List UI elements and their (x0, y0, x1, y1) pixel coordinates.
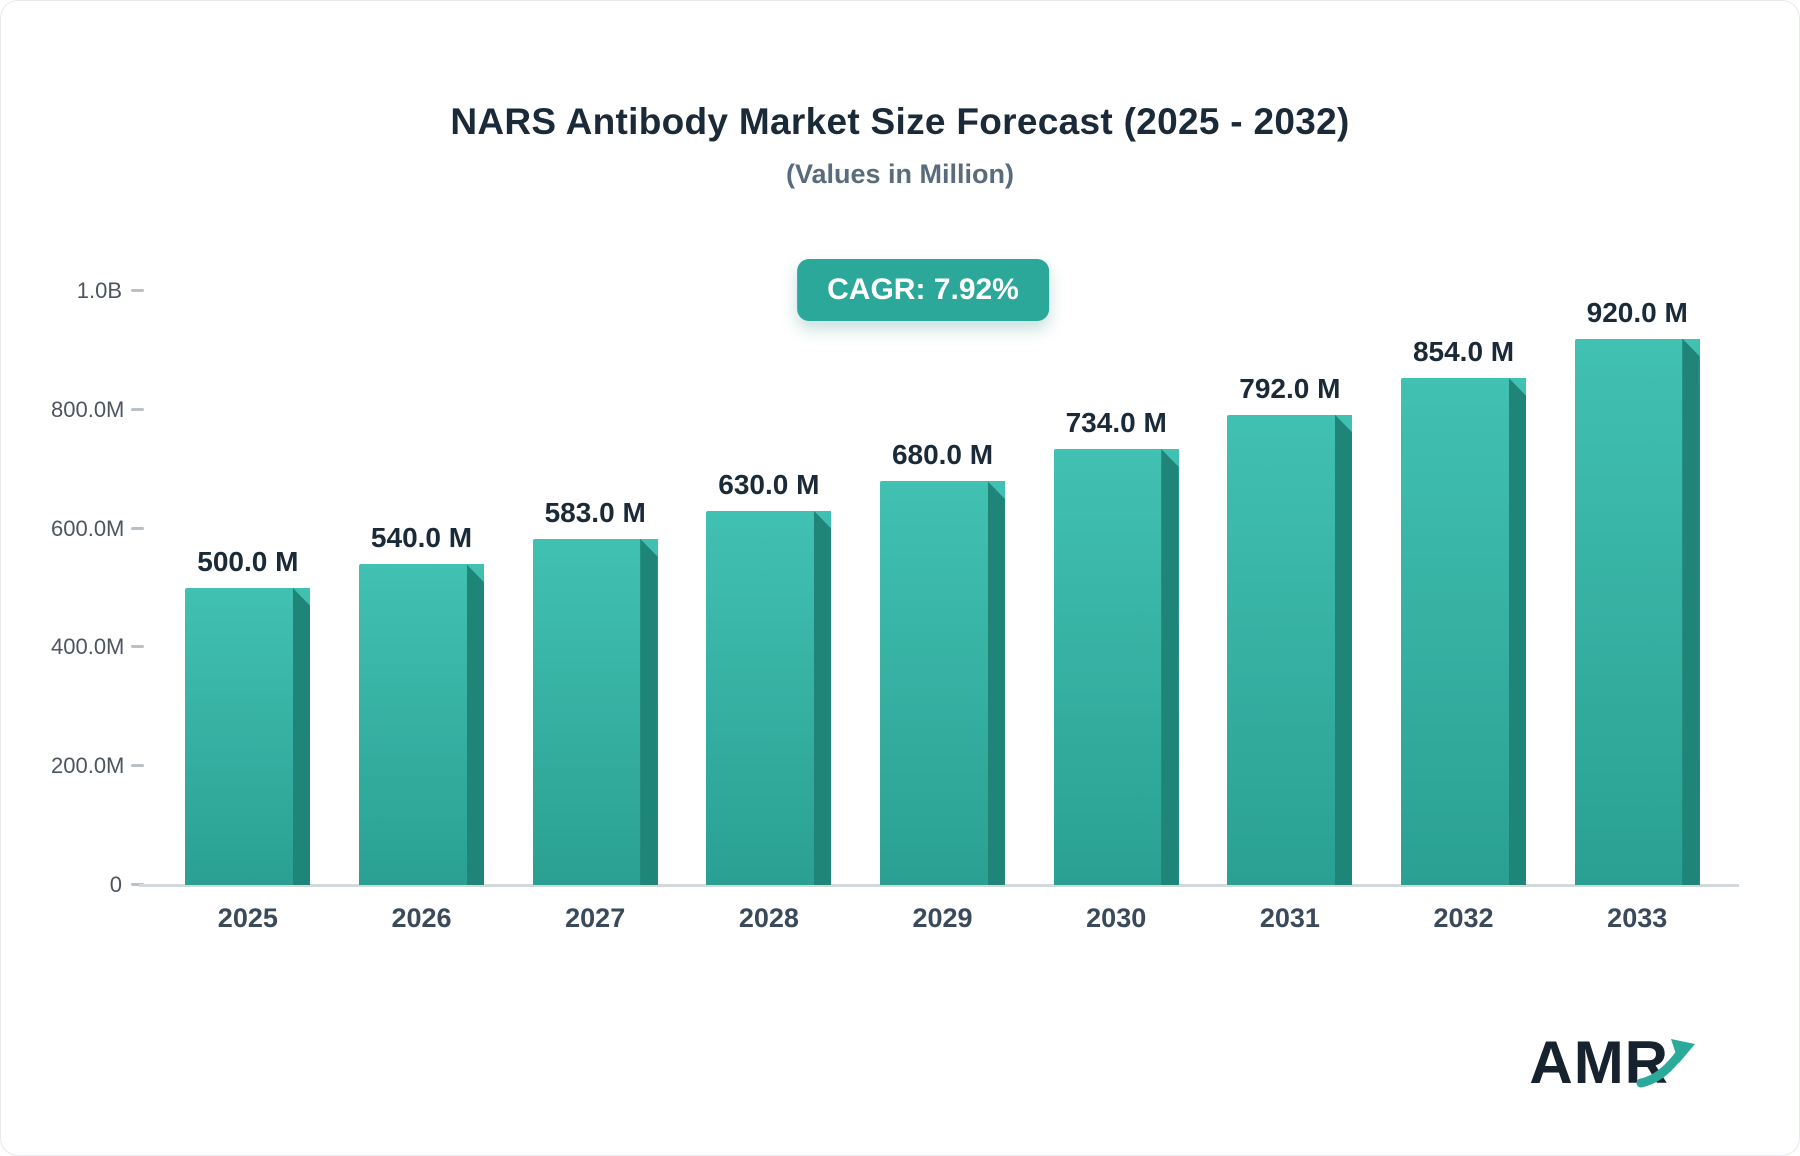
bar-group: 500.0 M (161, 291, 335, 885)
bar-side-face (466, 564, 485, 885)
bar-group: 583.0 M (508, 291, 682, 885)
bar-side-face (1334, 414, 1353, 885)
bar-value-label: 680.0 M (891, 439, 994, 471)
y-tick-mark (131, 764, 144, 768)
chart-title: NARS Antibody Market Size Forecast (2025… (450, 101, 1350, 142)
y-tick-mark (131, 645, 144, 649)
bar[interactable] (1053, 449, 1179, 885)
bar-value-label: 630.0 M (718, 468, 820, 500)
bar-group: 792.0 M (1203, 291, 1377, 885)
bar-value-label: 734.0 M (1065, 407, 1167, 439)
x-axis-label: 2031 (1259, 903, 1320, 933)
bar-group: 854.0 M (1377, 291, 1551, 885)
bar[interactable] (532, 538, 658, 885)
x-axis-label: 2029 (912, 903, 973, 933)
y-tick-label: 400.0M (51, 634, 125, 660)
bar-side-face (292, 588, 311, 885)
bar[interactable] (880, 481, 1006, 885)
y-tick-label: 200.0M (51, 753, 125, 779)
bar-value-label: 540.0 M (370, 522, 473, 554)
bar-group: 540.0 M (335, 291, 509, 885)
chart: 0 200.0M 400.0M 600.0M 800.0M 1.0B 500.0 M 540… (51, 278, 1739, 933)
y-tick-mark (131, 407, 144, 411)
bar-group: 680.0 M (856, 291, 1030, 885)
y-tick-label: 1.0B (76, 278, 122, 303)
bar[interactable] (706, 510, 832, 885)
bar-group: 734.0 M (1029, 291, 1203, 885)
bar-value-label: 920.0 M (1586, 296, 1688, 328)
x-axis-label: 2033 (1607, 903, 1668, 933)
bar-side-face (987, 481, 1006, 885)
x-axis: 2025 2026 2027 2028 2029 2030 2031 2032 2033 (146, 903, 1739, 934)
y-tick-mark (131, 289, 144, 292)
y-tick-mark (131, 526, 144, 530)
y-tick-label: 600.0M (51, 515, 125, 541)
bar[interactable] (1227, 414, 1353, 885)
x-axis-label: 2032 (1433, 903, 1494, 933)
bar-group: 920.0 M (1550, 291, 1724, 885)
bar-value-label: 500.0 M (197, 546, 299, 577)
bar-side-face (1508, 377, 1527, 885)
bar-side-face (1682, 338, 1700, 885)
plot-area: 500.0 M 540.0 M 583.0 M 630.0 M 680.0 M 734.0… (146, 291, 1739, 885)
y-tick-label: 800.0M (51, 396, 125, 422)
bar[interactable] (358, 564, 485, 885)
x-axis-line (139, 884, 1739, 887)
y-axis: 0 200.0M 400.0M 600.0M 800.0M 1.0B (51, 278, 146, 897)
x-axis-label: 2026 (391, 903, 452, 933)
x-axis-label: 2027 (565, 903, 626, 933)
y-tick-mark (131, 883, 144, 886)
x-axis-label: 2030 (1086, 903, 1147, 933)
x-axis-label: 2025 (217, 903, 278, 933)
bar-side-face (1161, 449, 1179, 885)
cagr-badge: CAGR: 7.92% (797, 259, 1049, 321)
x-axis-label: 2028 (738, 903, 799, 933)
growth-arrow-icon (1636, 1038, 1695, 1087)
amr-logo: AMR (1529, 1028, 1699, 1097)
bar-side-face (813, 510, 832, 885)
chart-subtitle: (Values in Million) (785, 159, 1015, 189)
bar[interactable] (1574, 338, 1700, 885)
bar-group: 630.0 M (682, 291, 856, 885)
bar-value-label: 854.0 M (1412, 335, 1515, 367)
bar-value-label: 583.0 M (544, 496, 646, 528)
bar[interactable] (1401, 377, 1527, 885)
bar-side-face (640, 538, 658, 885)
bar[interactable] (185, 588, 311, 885)
bar-value-label: 792.0 M (1239, 372, 1341, 404)
y-tick-label: 0 (109, 872, 122, 897)
